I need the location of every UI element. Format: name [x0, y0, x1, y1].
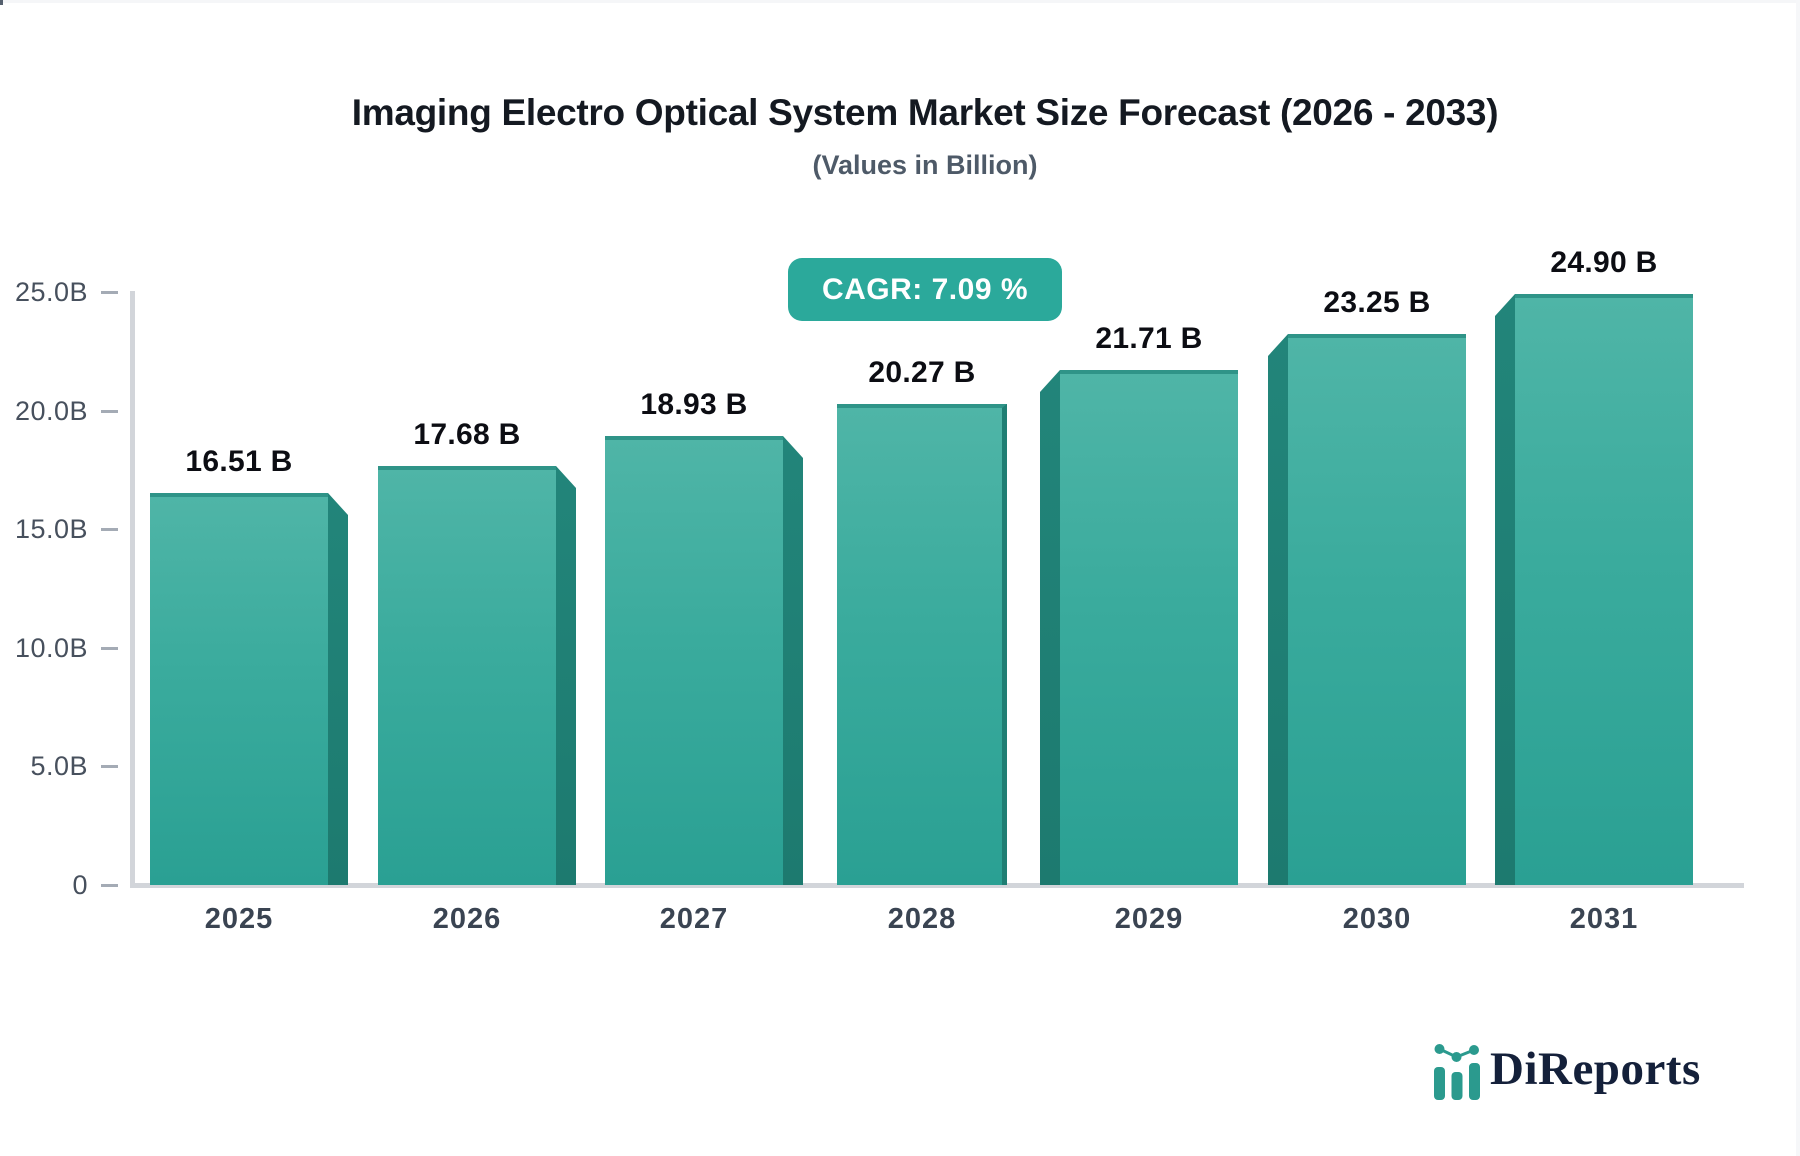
bar-2028 [837, 404, 1007, 885]
bar-value-label: 16.51 B [185, 445, 293, 478]
bar-2029 [1060, 370, 1238, 885]
bar-3d-side [328, 493, 348, 885]
y-axis-tick-label: 5.0B [30, 751, 88, 781]
bar-value-label: 21.71 B [1095, 322, 1203, 355]
window-right-edge [1796, 0, 1800, 1156]
chart-title: Imaging Electro Optical System Market Si… [351, 92, 1499, 133]
x-axis-label: 2025 [204, 903, 274, 935]
x-axis-line [130, 883, 1744, 888]
y-tick-mark [101, 765, 118, 768]
bar-3d-side [1040, 370, 1060, 885]
y-axis-tick-label: 0 [72, 870, 88, 900]
x-axis-label: 2030 [1342, 903, 1412, 935]
bar-2027 [605, 436, 783, 885]
window-top-edge [0, 0, 1800, 3]
x-axis-label: 2029 [1114, 903, 1184, 935]
y-axis-tick-label: 10.0B [14, 633, 88, 663]
cagr-badge: CAGR: 7.09 % [788, 258, 1062, 321]
bar-3d-side [1495, 294, 1515, 885]
bar-3d-side [1268, 334, 1288, 885]
bar-2025 [150, 493, 328, 885]
brand-logo: DiReports [1433, 1038, 1701, 1100]
bar-value-label: 17.68 B [413, 418, 521, 451]
bar-2031 [1515, 294, 1693, 885]
bar-value-label: 20.27 B [868, 356, 976, 389]
bar-2030 [1288, 334, 1466, 885]
y-tick-mark [101, 647, 118, 650]
y-axis-tick-label: 20.0B [14, 396, 88, 426]
bar-3d-side [556, 466, 576, 885]
y-tick-mark [101, 884, 118, 887]
x-axis-label: 2026 [432, 903, 502, 935]
chart-subtitle: (Values in Billion) [812, 150, 1038, 180]
y-axis-line [130, 291, 135, 886]
direports-logo-icon [1434, 1044, 1480, 1100]
brand-name: DiReports [1490, 1043, 1701, 1095]
y-tick-mark [101, 528, 118, 531]
y-axis-tick-label: 15.0B [14, 514, 88, 544]
x-axis-label: 2028 [887, 903, 957, 935]
bar-value-label: 18.93 B [640, 388, 748, 421]
y-axis-tick-label: 25.0B [14, 277, 88, 307]
bar-value-label: 23.25 B [1323, 286, 1431, 319]
bar-3d-side [783, 436, 803, 885]
x-axis-label: 2027 [659, 903, 729, 935]
window-corner-mark [0, 0, 3, 5]
y-tick-mark [101, 291, 118, 294]
y-tick-mark [101, 410, 118, 413]
bar-value-label: 24.90 B [1550, 246, 1658, 279]
bar-2026 [378, 466, 556, 885]
x-axis-label: 2031 [1569, 903, 1639, 935]
